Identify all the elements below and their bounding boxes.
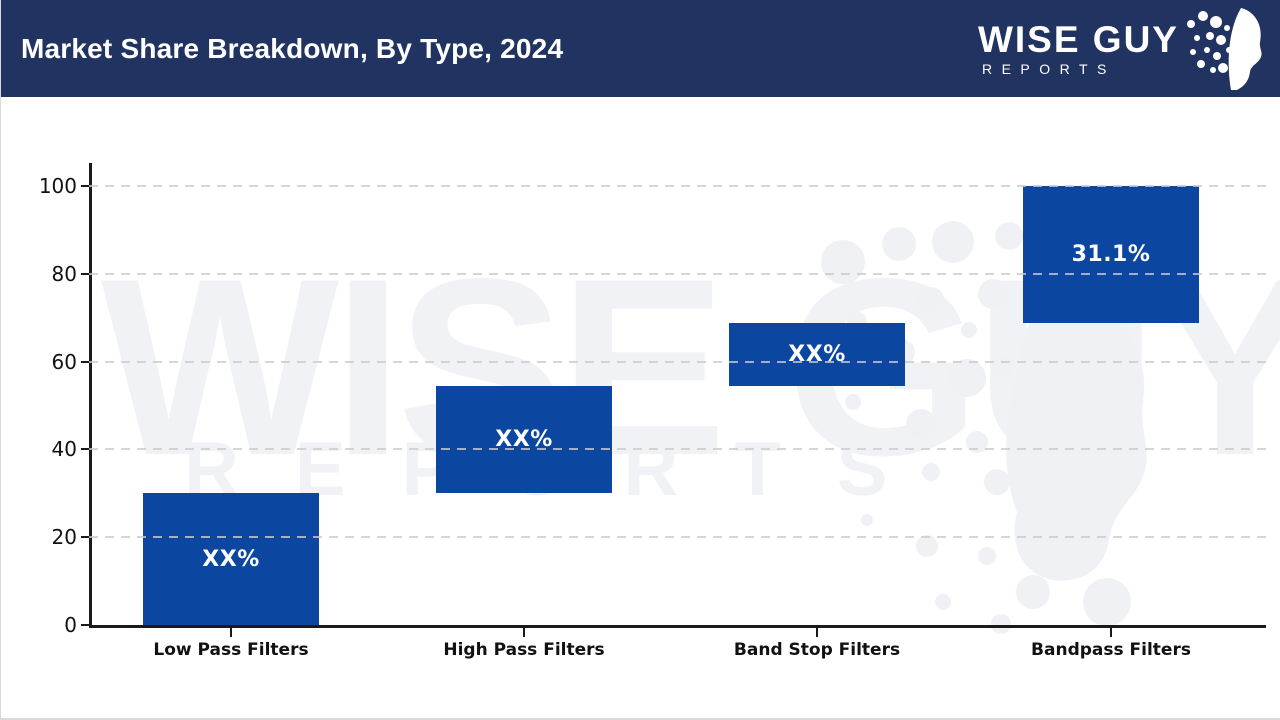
logo-face-icon: [1187, 7, 1262, 90]
y-axis-tick-label: 40: [51, 437, 77, 462]
x-axis-tick: [816, 628, 818, 637]
gridline-100: [89, 185, 1266, 187]
x-axis-category-label: Bandpass Filters: [1031, 640, 1191, 660]
gridline-80: [89, 272, 1266, 275]
logo-reports-text: REPORTS: [981, 61, 1116, 77]
bar-value-label: XX%: [495, 427, 553, 453]
bar-bandpass-filters: 31.1%: [1023, 186, 1199, 323]
y-axis-tick: [81, 185, 89, 187]
bar-low-pass-filters: XX%: [143, 493, 319, 625]
y-axis-tick-label: 100: [38, 174, 77, 198]
header-bar: Market Share Breakdown, By Type, 2024 WI…: [1, 0, 1280, 97]
logo-wiseguy-text: WISE GUY: [977, 19, 1179, 60]
page-bottom-border: [1, 718, 1280, 720]
y-axis-tick: [81, 360, 89, 363]
page-title: Market Share Breakdown, By Type, 2024: [21, 32, 564, 64]
y-axis-tick-label: 60: [51, 349, 77, 374]
gridline-40: [89, 448, 1266, 451]
gridline-20: [89, 536, 1266, 539]
x-axis-category-label: Low Pass Filters: [153, 640, 309, 660]
bar-band-stop-filters: XX%: [729, 322, 905, 387]
bar-value-label: XX%: [202, 546, 260, 572]
y-axis-tick: [81, 272, 89, 275]
wise-guy-reports-logo: WISE GUY REPORTS: [978, 6, 1280, 92]
gridline-60: [89, 360, 1266, 363]
y-axis-tick: [81, 624, 89, 626]
bar-high-pass-filters: XX%: [436, 386, 612, 494]
x-axis-tick: [1110, 628, 1112, 637]
y-axis-tick-label: 20: [51, 525, 77, 550]
x-axis-category-label: High Pass Filters: [443, 640, 605, 660]
bar-value-label: XX%: [788, 341, 846, 367]
y-axis-line: [89, 163, 92, 628]
y-axis-tick: [81, 448, 89, 451]
y-axis-tick: [81, 536, 89, 539]
x-axis-tick: [523, 628, 525, 637]
x-axis-category-label: Band Stop Filters: [733, 640, 901, 660]
y-axis-tick-label: 0: [64, 613, 77, 637]
x-axis-line: [89, 625, 1266, 628]
x-axis-tick: [230, 628, 232, 637]
y-axis-tick-label: 80: [51, 261, 77, 286]
bar-value-label: 31.1%: [1071, 241, 1151, 267]
